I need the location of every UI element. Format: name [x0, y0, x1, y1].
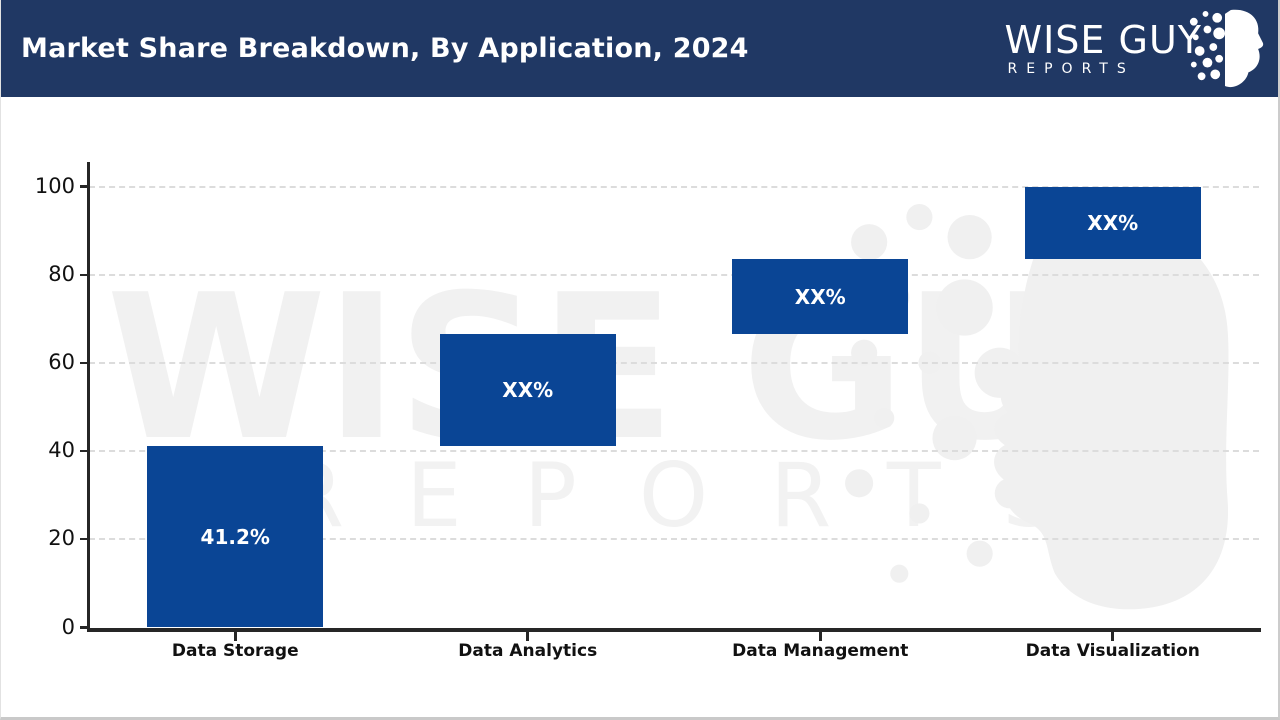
bar-value-label-data-storage: 41.2% [200, 524, 270, 549]
y-tick-label-0: 0 [61, 614, 75, 639]
face-profile-icon [1189, 9, 1264, 88]
bar-segment-data-storage: 41.2% [147, 445, 324, 628]
y-tick-label-40: 40 [48, 438, 75, 463]
bar-segment-data-analytics: XX% [439, 334, 616, 446]
category-label-data-analytics: Data Analytics [458, 640, 598, 661]
y-tick-20 [80, 538, 89, 541]
y-tick-0 [80, 626, 89, 629]
category-label-data-storage: Data Storage [171, 640, 299, 661]
gridline-80 [89, 273, 1259, 276]
bar-segment-data-visualization: XX% [1024, 186, 1201, 260]
x-tick-data-analytics [526, 631, 530, 641]
brand-subtitle: REPORTS [1007, 61, 1135, 78]
x-tick-data-management [818, 631, 822, 641]
x-tick-data-visualization [1111, 631, 1115, 641]
y-tick-40 [80, 449, 89, 453]
y-tick-80 [80, 273, 89, 276]
brand-logo-text: WISE GUY REPORTS [1004, 17, 1202, 78]
gridline-60 [89, 361, 1259, 364]
bar-value-label-data-visualization: XX% [1087, 210, 1139, 235]
brand-logo: WISE GUY REPORTS [1005, 8, 1264, 90]
y-axis-line [87, 162, 90, 632]
y-tick-label-100: 100 [34, 173, 75, 198]
y-tick-100 [80, 185, 89, 188]
gridline-20 [89, 538, 1259, 541]
category-label-data-management: Data Management [732, 640, 909, 661]
x-tick-data-storage [233, 631, 237, 641]
y-tick-label-60: 60 [48, 349, 75, 374]
y-tick-label-20: 20 [48, 526, 75, 551]
bar-value-label-data-analytics: XX% [502, 378, 554, 403]
y-tick-label-80: 80 [48, 261, 75, 286]
gridline-40 [89, 450, 1259, 453]
header-bar: Market Share Breakdown, By Application, … [1, 0, 1278, 97]
brand-name: WISE GUY [1004, 17, 1202, 62]
bar-value-label-data-management: XX% [794, 284, 846, 309]
x-axis-line [87, 628, 1261, 632]
category-label-data-visualization: Data Visualization [1025, 640, 1200, 661]
bar-segment-data-management: XX% [732, 259, 909, 335]
gridline-100 [89, 185, 1259, 188]
y-tick-60 [80, 361, 89, 365]
page-title: Market Share Breakdown, By Application, … [21, 33, 749, 64]
